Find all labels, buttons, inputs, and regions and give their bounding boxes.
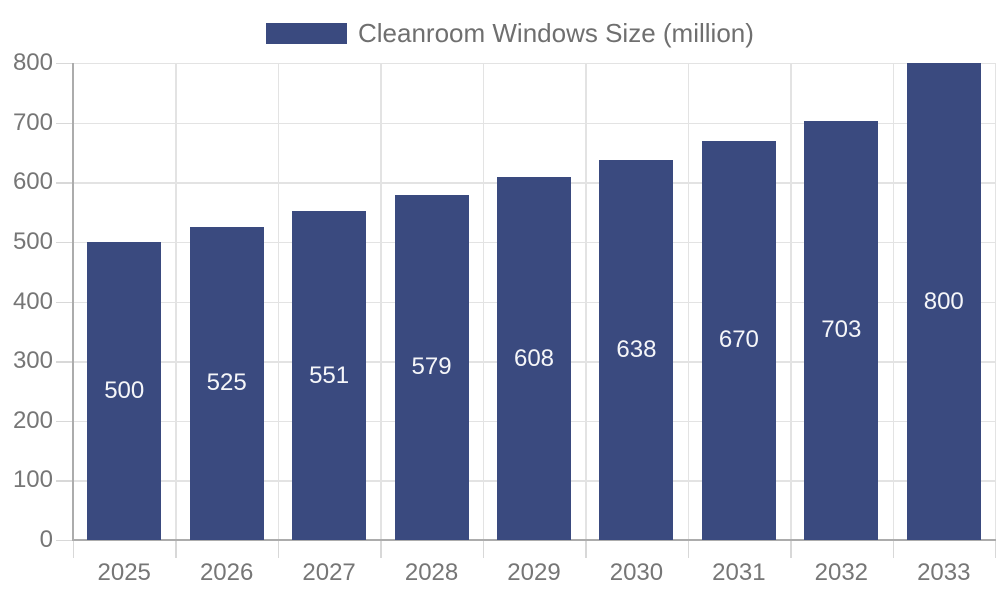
x-axis-tick xyxy=(380,541,382,558)
bar-value-label: 703 xyxy=(821,316,862,344)
x-axis-tick xyxy=(482,541,485,558)
y-axis-tick xyxy=(56,182,72,184)
y-axis-tick xyxy=(56,122,72,125)
y-axis-tick xyxy=(56,63,72,65)
x-axis-tick xyxy=(995,541,997,558)
gridline-vertical xyxy=(790,63,792,540)
gridline-vertical xyxy=(585,63,587,540)
legend-swatch xyxy=(266,22,347,44)
y-axis-tick xyxy=(56,480,72,482)
bar-value-label: 800 xyxy=(923,287,964,315)
y-tick-label: 600 xyxy=(12,168,53,196)
x-axis-tick xyxy=(687,541,690,558)
gridline-vertical xyxy=(995,63,997,540)
x-tick-label-2031: 2031 xyxy=(712,559,766,586)
y-tick-label: 300 xyxy=(12,347,53,375)
x-axis-line xyxy=(72,539,996,541)
bar-value-label: 608 xyxy=(513,344,555,372)
y-axis-tick xyxy=(56,420,72,423)
legend-label: Cleanroom Windows Size (million) xyxy=(358,18,754,48)
x-axis-tick xyxy=(585,541,587,558)
bar-value-label: 525 xyxy=(206,369,247,397)
gridline-vertical xyxy=(380,63,382,540)
y-tick-label: 100 xyxy=(12,466,53,494)
x-axis-tick xyxy=(790,541,792,558)
x-axis-tick xyxy=(277,541,280,558)
x-tick-label-2027: 2027 xyxy=(302,559,356,586)
bar-value-label: 579 xyxy=(411,353,452,381)
x-axis-tick xyxy=(175,541,177,558)
y-tick-label: 0 xyxy=(39,526,53,553)
x-tick-label-2033: 2033 xyxy=(917,559,971,586)
y-tick-label: 700 xyxy=(12,108,53,136)
x-tick-label-2030: 2030 xyxy=(609,559,664,586)
bar-2033: 800 xyxy=(906,63,981,540)
y-tick-label: 200 xyxy=(12,406,53,434)
gridline-horizontal xyxy=(74,122,995,125)
gridline-vertical xyxy=(687,63,690,540)
legend[interactable]: Cleanroom Windows Size (million) xyxy=(266,20,754,46)
x-axis-tick xyxy=(892,541,894,558)
y-tick-label: 400 xyxy=(12,287,53,315)
bar-2025: 500 xyxy=(87,241,162,540)
y-axis-line xyxy=(72,63,74,540)
bar-2032: 703 xyxy=(804,120,879,540)
gridline-vertical xyxy=(482,63,485,540)
bar-2026: 525 xyxy=(189,226,264,540)
gridline-horizontal xyxy=(74,63,995,65)
bar-value-label: 551 xyxy=(309,361,350,389)
x-tick-label-2032: 2032 xyxy=(814,559,869,586)
x-tick-label-2028: 2028 xyxy=(404,559,459,586)
bar-value-label: 638 xyxy=(616,335,657,363)
y-axis-tick xyxy=(56,301,72,303)
y-axis-tick xyxy=(56,361,72,363)
gridline-vertical xyxy=(175,63,177,540)
bar-value-label: 500 xyxy=(104,376,145,404)
bar-2028: 579 xyxy=(394,194,469,540)
bar-2029: 608 xyxy=(497,177,571,540)
y-tick-label: 800 xyxy=(12,49,53,76)
bar-2031: 670 xyxy=(701,140,776,540)
x-tick-label-2026: 2026 xyxy=(199,559,254,586)
y-axis-tick xyxy=(56,241,72,244)
y-tick-label: 500 xyxy=(12,227,53,255)
gridline-vertical xyxy=(277,63,280,540)
gridline-vertical xyxy=(892,63,894,540)
x-tick-label-2025: 2025 xyxy=(97,559,151,586)
y-axis-tick xyxy=(56,540,72,542)
bar-2027: 551 xyxy=(292,211,367,540)
bar-2030: 638 xyxy=(599,159,674,540)
x-tick-label-2029: 2029 xyxy=(507,559,561,586)
x-axis-tick xyxy=(73,541,75,558)
bar-value-label: 670 xyxy=(718,326,759,354)
